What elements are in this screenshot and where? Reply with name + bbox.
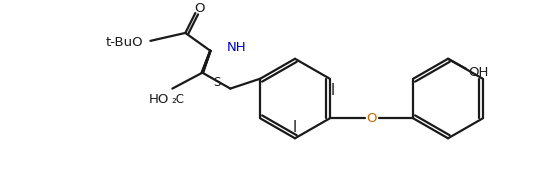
Text: O: O — [366, 112, 377, 125]
Text: ₂C: ₂C — [171, 93, 184, 106]
Text: NH: NH — [227, 41, 246, 54]
Text: O: O — [194, 1, 205, 15]
Text: S: S — [213, 76, 221, 89]
Text: I: I — [330, 83, 335, 98]
Text: OH: OH — [468, 66, 488, 79]
Text: t-BuO: t-BuO — [106, 36, 143, 49]
Text: I: I — [293, 120, 297, 135]
Text: HO: HO — [149, 93, 169, 106]
